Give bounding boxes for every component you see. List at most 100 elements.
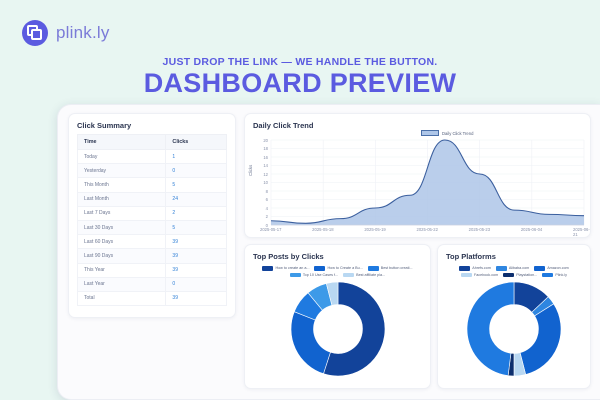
click-summary-table: Time Clicks Today 1 Yesterday 0 This Month 5 L… [76, 134, 227, 307]
cell-clicks: 39 [165, 290, 227, 307]
legend-item[interactable]: Alibaba.com [495, 266, 530, 271]
legend-swatch [289, 272, 301, 277]
x-axis-tick: 2025-06-04 [520, 227, 543, 232]
link-square-icon [22, 20, 48, 46]
y-axis-tick: 12 [263, 171, 268, 177]
cell-clicks: 1 [165, 148, 227, 165]
y-axis-tick: 16 [263, 154, 268, 160]
cell-time: Last 7 Days [76, 205, 167, 221]
legend-item[interactable]: Best button creati... [367, 266, 413, 271]
legend-swatch [495, 266, 507, 271]
y-axis-tick: 8 [265, 188, 268, 194]
legend-swatch [542, 272, 554, 277]
top-platforms-title: Top Platforms [446, 252, 496, 261]
legend-item[interactable]: Best affiliate pla... [343, 272, 386, 277]
legend-label: Best button creati... [380, 266, 413, 271]
legend-item[interactable]: Facebook.com [461, 272, 499, 277]
top-platforms-card: Top Platforms Ahrefs.com Alibaba.com Amazo… [437, 244, 591, 389]
table-row: Last 30 Days 5 [76, 219, 227, 236]
table-header-row: Time Clicks [76, 134, 227, 150]
table-row: Last 7 Days 2 [76, 205, 227, 221]
y-axis-tick: 20 [263, 137, 268, 143]
donut-slice[interactable] [322, 281, 385, 377]
x-axis-tick: 2025-05-18 [312, 227, 334, 232]
legend-label: Top 10 Use Cases f... [302, 272, 339, 277]
legend-item[interactable]: Amazon.com [534, 266, 569, 271]
cell-clicks: 5 [165, 219, 227, 236]
cell-clicks: 0 [165, 276, 227, 292]
top-posts-legend[interactable]: How to create an a... How to Create a Bu.… [245, 265, 430, 279]
top-platforms-donut-chart[interactable] [438, 281, 590, 377]
y-axis-tick: 0 [265, 222, 268, 228]
y-axis-tick: 4 [265, 205, 268, 211]
brand-logo[interactable]: plink.ly [22, 20, 110, 46]
header-kicker: JUST DROP THE LINK — WE HANDLE THE BUTTO… [162, 56, 438, 68]
legend-swatch [367, 266, 379, 271]
legend-label: Facebook.com [474, 272, 499, 277]
page-title: DASHBOARD PREVIEW [143, 68, 457, 98]
donut-slice[interactable] [519, 303, 562, 375]
x-axis-tick: 2025-05-17 [260, 227, 282, 232]
legend-label: Playstation... [516, 272, 538, 277]
x-axis-tick: 2025-06-21 [573, 227, 590, 237]
cell-time: Total [76, 290, 167, 307]
y-axis-tick: 10 [263, 180, 268, 186]
click-summary-card: Click Summary Time Clicks Today 1 Yesterda… [68, 113, 236, 318]
table-row: Last Year 0 [76, 276, 227, 292]
trend-legend[interactable]: Daily Click Trend [421, 130, 473, 136]
dashboard-shell: Click Summary Time Clicks Today 1 Yesterda… [57, 104, 600, 400]
top-posts-donut-chart[interactable] [245, 281, 430, 377]
cell-time: Last 60 Days [76, 234, 167, 250]
legend-label: How to create an a... [275, 266, 310, 271]
column-header-clicks: Clicks [165, 134, 227, 150]
daily-click-trend-title: Daily Click Trend [253, 121, 314, 130]
cell-clicks: 0 [165, 163, 227, 179]
legend-swatch [534, 266, 546, 271]
daily-click-trend-card: Daily Click Trend Daily Click Trend Clic… [244, 113, 591, 238]
y-axis-tick: 18 [263, 146, 268, 152]
legend-label: How to Create a Bu... [327, 266, 363, 271]
donut-slice[interactable] [325, 281, 338, 306]
legend-label: Plink.ly [555, 272, 567, 277]
legend-swatch [503, 272, 515, 277]
cell-time: Last Month [76, 191, 167, 207]
cell-time: This Month [76, 177, 167, 193]
legend-swatch [262, 266, 274, 271]
column-header-time: Time [76, 134, 167, 150]
click-summary-body: Today 1 Yesterday 0 This Month 5 Last Month 24 L… [76, 148, 227, 307]
legend-swatch [459, 266, 471, 271]
cell-time: Last 90 Days [76, 248, 167, 264]
legend-label: Alibaba.com [508, 266, 530, 271]
legend-item[interactable]: How to Create a Bu... [314, 266, 363, 271]
legend-item[interactable]: How to create an a... [262, 266, 309, 271]
table-row: This Year 39 [76, 262, 227, 278]
top-posts-title: Top Posts by Clicks [253, 252, 324, 261]
table-row: Today 1 [76, 148, 227, 165]
table-row: Total 39 [76, 290, 227, 307]
legend-item[interactable]: Plink.ly [542, 272, 567, 277]
table-row: Last Month 24 [76, 191, 227, 207]
cell-time: Last Year [76, 276, 167, 292]
legend-label: Amazon.com [547, 266, 569, 271]
legend-swatch [314, 266, 326, 271]
legend-label: Best affiliate pla... [356, 272, 386, 277]
cell-clicks: 39 [165, 234, 227, 250]
legend-item[interactable]: Top 10 Use Cases f... [289, 272, 339, 277]
brand-name: plink.ly [56, 23, 110, 42]
donut-slice[interactable] [466, 281, 515, 376]
cell-time: Last 30 Days [76, 219, 167, 236]
cell-time: This Year [76, 262, 167, 278]
cell-time: Yesterday [76, 163, 167, 179]
legend-item[interactable]: Playstation... [503, 272, 538, 277]
y-axis-tick: 6 [265, 197, 268, 203]
click-summary-title: Click Summary [77, 121, 132, 130]
y-axis-tick: 14 [263, 163, 268, 169]
legend-label: Ahrefs.com [472, 266, 491, 271]
x-axis-tick: 2025-05-19 [364, 227, 386, 232]
donut-slice[interactable] [290, 311, 331, 375]
top-platforms-legend[interactable]: Ahrefs.com Alibaba.com Amazon.com Facebook.… [438, 265, 590, 279]
legend-item[interactable]: Ahrefs.com [459, 266, 491, 271]
x-axis-tick: 2025-05-22 [416, 227, 438, 232]
legend-swatch [461, 272, 472, 277]
cell-clicks: 5 [165, 177, 227, 193]
